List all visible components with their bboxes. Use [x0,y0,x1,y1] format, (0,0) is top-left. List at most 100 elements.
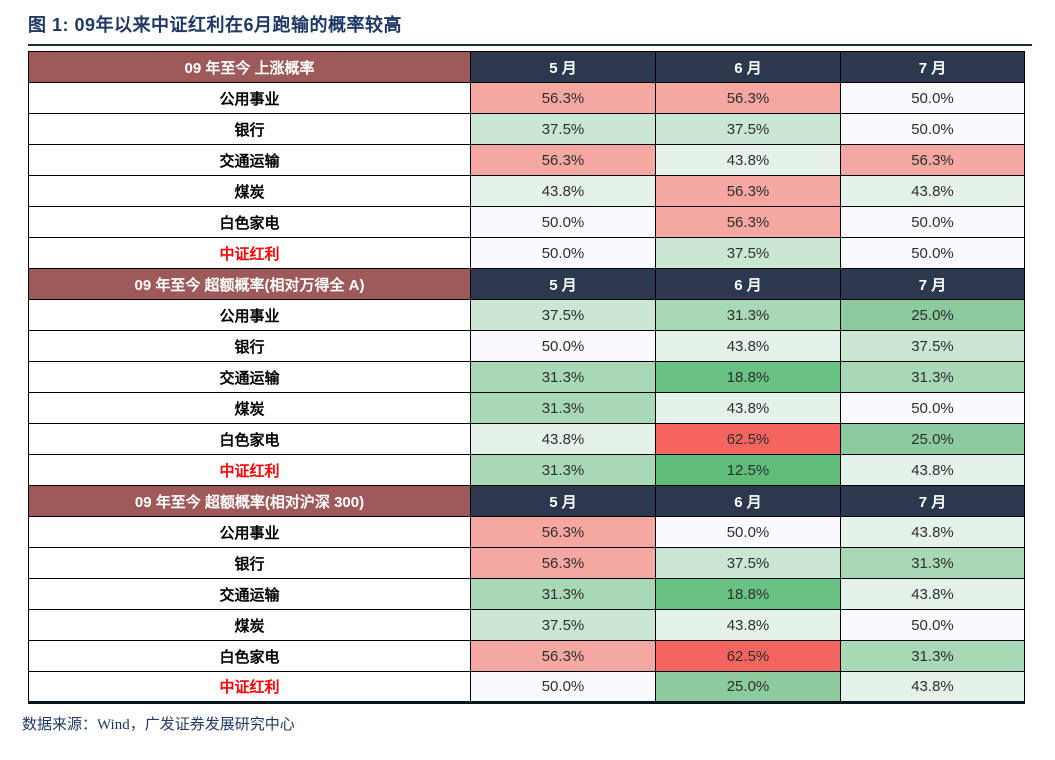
section-title-cell: 09 年至今 超额概率(相对沪深 300) [28,485,471,517]
prob-value-cell: 50.0% [470,237,656,269]
prob-value-cell: 31.3% [470,454,656,486]
data-source-note: 数据来源：Wind，广发证券发展研究中心 [22,717,295,733]
table-row: 银行 37.5% 37.5% 50.0% [28,113,1025,145]
prob-value-cell: 56.3% [655,82,841,114]
table-row: 煤炭 43.8% 56.3% 43.8% [28,175,1025,207]
prob-value-cell: 50.0% [840,392,1025,424]
prob-value-cell: 43.8% [840,578,1025,610]
prob-value-cell: 56.3% [470,516,656,548]
prob-value-cell: 31.3% [470,578,656,610]
prob-value-cell: 25.0% [840,299,1025,331]
prob-value-cell: 31.3% [470,361,656,393]
prob-value-cell: 31.3% [840,547,1025,579]
prob-value-cell: 56.3% [655,206,841,238]
table-row: 煤炭 31.3% 43.8% 50.0% [28,392,1025,424]
prob-value-cell: 37.5% [470,113,656,145]
row-label-banks: 银行 [28,330,471,362]
prob-value-cell: 62.5% [655,423,841,455]
month-header-may: 5 月 [470,268,656,300]
prob-value-cell: 37.5% [655,113,841,145]
section-header-row: 09 年至今 超额概率(相对沪深 300) 5 月 6 月 7 月 [28,485,1025,517]
prob-value-cell: 12.5% [655,454,841,486]
row-label-banks: 银行 [28,547,471,579]
prob-value-cell: 56.3% [470,144,656,176]
prob-value-cell: 50.0% [470,330,656,362]
prob-value-cell: 56.3% [840,144,1025,176]
row-label-white-goods: 白色家电 [28,206,471,238]
prob-value-cell: 50.0% [655,516,841,548]
row-label-transport: 交通运输 [28,361,471,393]
row-label-csi-dividend: 中证红利 [28,454,471,486]
prob-value-cell: 43.8% [840,671,1025,703]
prob-value-cell: 50.0% [470,206,656,238]
row-label-coal: 煤炭 [28,175,471,207]
prob-value-cell: 50.0% [470,671,656,703]
prob-value-cell: 37.5% [655,237,841,269]
section-rise-probability: 09 年至今 上涨概率 5 月 6 月 7 月 公用事业 56.3% 56.3%… [28,51,1025,269]
month-header-june: 6 月 [655,51,841,83]
table-row: 公用事业 56.3% 50.0% 43.8% [28,516,1025,548]
prob-value-cell: 37.5% [840,330,1025,362]
prob-value-cell: 43.8% [655,144,841,176]
prob-value-cell: 37.5% [470,609,656,641]
section-excess-vs-csi300: 09 年至今 超额概率(相对沪深 300) 5 月 6 月 7 月 公用事业 5… [28,485,1025,703]
table-row: 中证红利 50.0% 25.0% 43.8% [28,671,1025,703]
row-label-utilities: 公用事业 [28,82,471,114]
section-header-row: 09 年至今 超额概率(相对万得全 A) 5 月 6 月 7 月 [28,268,1025,300]
prob-value-cell: 18.8% [655,361,841,393]
prob-value-cell: 31.3% [470,392,656,424]
prob-value-cell: 37.5% [470,299,656,331]
prob-value-cell: 62.5% [655,640,841,672]
prob-value-cell: 43.8% [655,609,841,641]
section-title-cell: 09 年至今 超额概率(相对万得全 A) [28,268,471,300]
table-row: 银行 50.0% 43.8% 37.5% [28,330,1025,362]
row-label-coal: 煤炭 [28,609,471,641]
table-row: 交通运输 56.3% 43.8% 56.3% [28,144,1025,176]
prob-value-cell: 50.0% [840,609,1025,641]
section-header-row: 09 年至今 上涨概率 5 月 6 月 7 月 [28,51,1025,83]
prob-value-cell: 50.0% [840,206,1025,238]
prob-value-cell: 43.8% [655,392,841,424]
prob-value-cell: 43.8% [840,516,1025,548]
table-row: 煤炭 37.5% 43.8% 50.0% [28,609,1025,641]
section-title-cell: 09 年至今 上涨概率 [28,51,471,83]
section-excess-vs-wind-all-a: 09 年至今 超额概率(相对万得全 A) 5 月 6 月 7 月 公用事业 37… [28,268,1025,486]
figure-title: 图 1: 09年以来中证红利在6月跑输的概率较高 [28,15,403,35]
table-row: 中证红利 50.0% 37.5% 50.0% [28,237,1025,269]
prob-value-cell: 31.3% [840,640,1025,672]
prob-value-cell: 37.5% [655,547,841,579]
row-label-white-goods: 白色家电 [28,640,471,672]
prob-value-cell: 50.0% [840,113,1025,145]
prob-value-cell: 43.8% [470,423,656,455]
prob-value-cell: 43.8% [840,454,1025,486]
month-header-june: 6 月 [655,268,841,300]
table-row: 银行 56.3% 37.5% 31.3% [28,547,1025,579]
table-row: 公用事业 56.3% 56.3% 50.0% [28,82,1025,114]
month-header-june: 6 月 [655,485,841,517]
prob-value-cell: 18.8% [655,578,841,610]
row-label-transport: 交通运输 [28,144,471,176]
table-row: 白色家电 43.8% 62.5% 25.0% [28,423,1025,455]
prob-value-cell: 56.3% [470,82,656,114]
prob-value-cell: 50.0% [840,237,1025,269]
month-header-may: 5 月 [470,51,656,83]
row-label-csi-dividend: 中证红利 [28,671,471,703]
row-label-coal: 煤炭 [28,392,471,424]
prob-value-cell: 43.8% [840,175,1025,207]
table-row: 白色家电 50.0% 56.3% 50.0% [28,206,1025,238]
probability-table: 09 年至今 上涨概率 5 月 6 月 7 月 公用事业 56.3% 56.3%… [28,51,1025,704]
table-row: 交通运输 31.3% 18.8% 31.3% [28,361,1025,393]
row-label-utilities: 公用事业 [28,516,471,548]
table-row: 公用事业 37.5% 31.3% 25.0% [28,299,1025,331]
table-row: 中证红利 31.3% 12.5% 43.8% [28,454,1025,486]
month-header-july: 7 月 [840,268,1025,300]
month-header-july: 7 月 [840,485,1025,517]
prob-value-cell: 50.0% [840,82,1025,114]
prob-value-cell: 31.3% [840,361,1025,393]
table-row: 交通运输 31.3% 18.8% 43.8% [28,578,1025,610]
prob-value-cell: 25.0% [840,423,1025,455]
month-header-may: 5 月 [470,485,656,517]
title-rule [28,44,1032,46]
table-row: 白色家电 56.3% 62.5% 31.3% [28,640,1025,672]
prob-value-cell: 56.3% [655,175,841,207]
